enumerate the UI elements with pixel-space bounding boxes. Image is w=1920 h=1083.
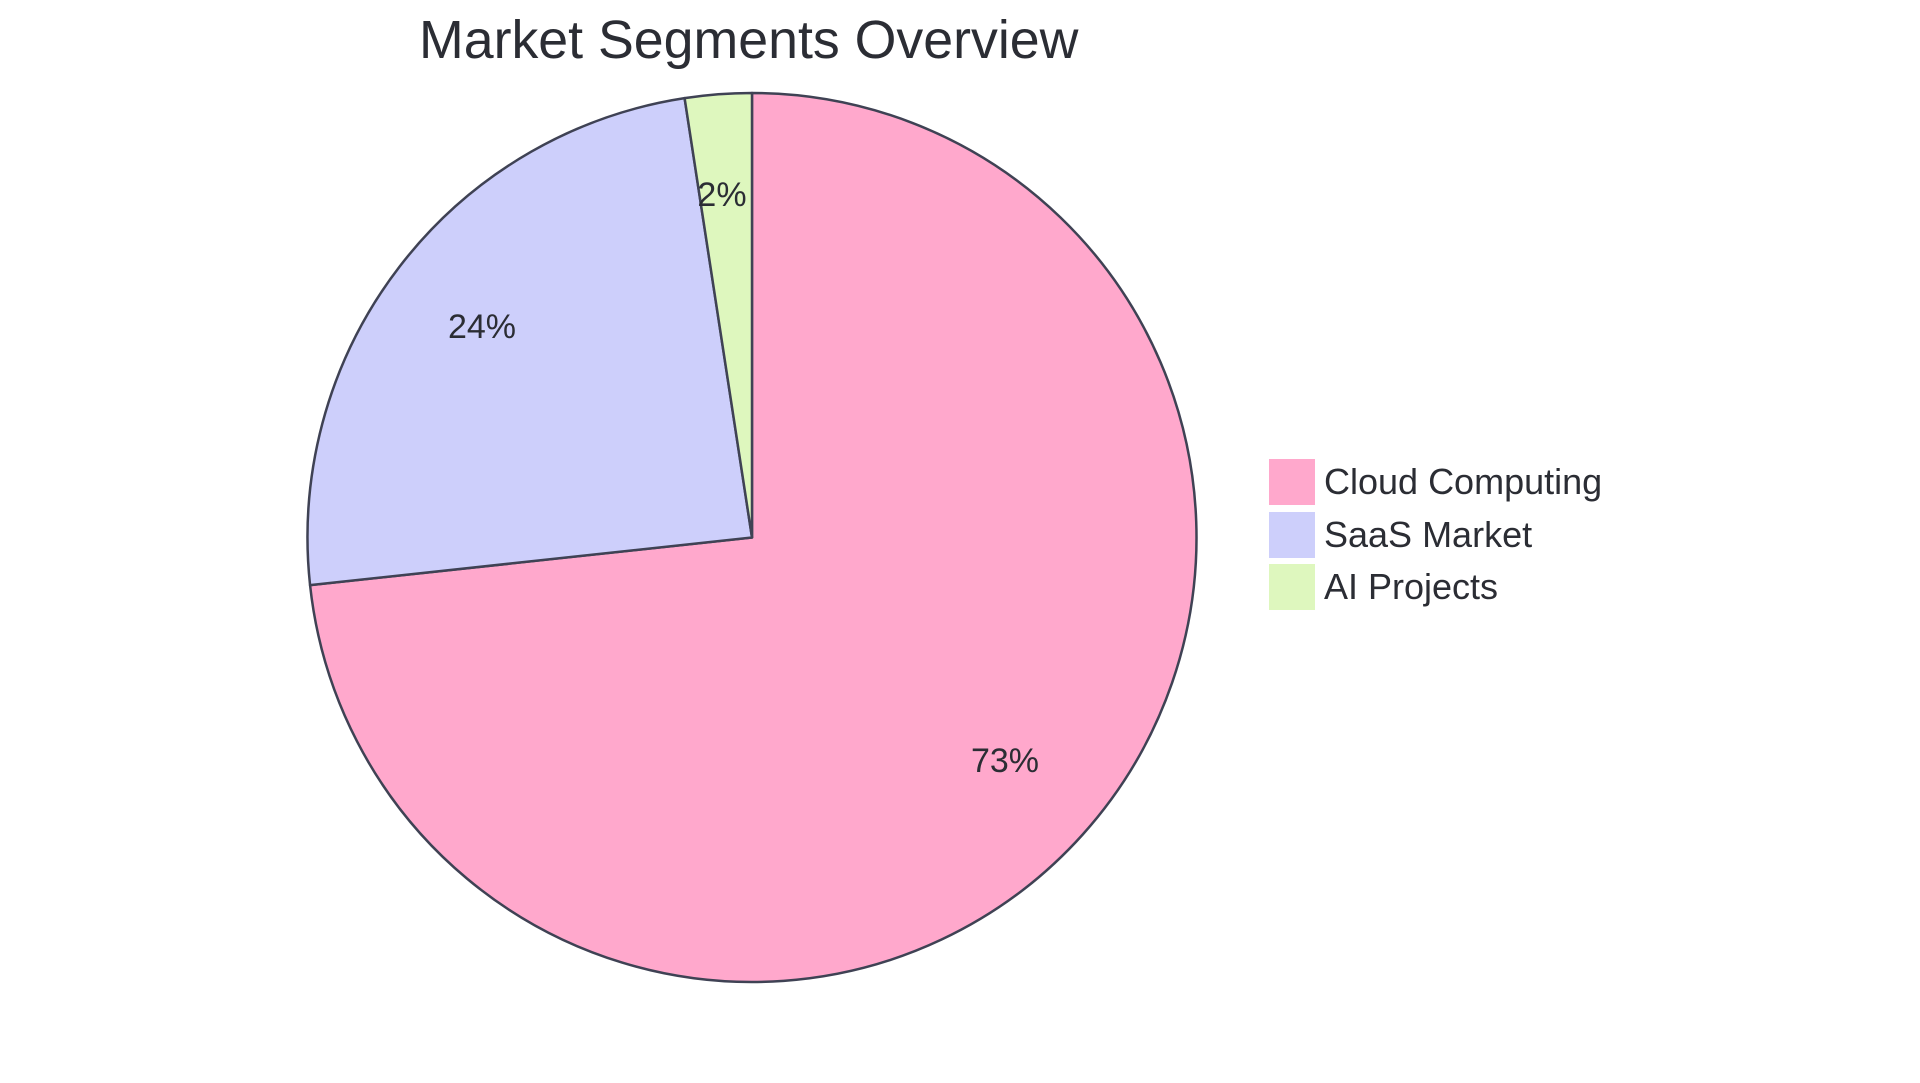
svg-text:2%: 2%	[697, 176, 746, 214]
svg-text:73%: 73%	[971, 742, 1039, 780]
svg-text:24%: 24%	[448, 308, 516, 346]
